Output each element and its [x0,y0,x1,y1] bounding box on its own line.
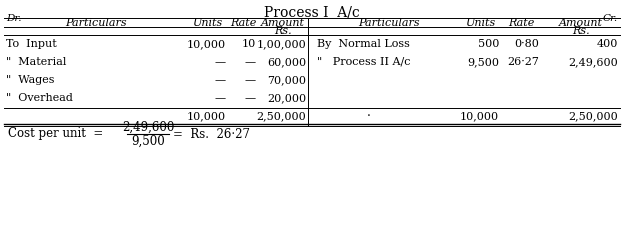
Text: —: — [245,93,256,103]
Text: Rate: Rate [230,18,256,28]
Text: Units: Units [193,18,223,28]
Text: —: — [215,57,226,67]
Text: 9,500: 9,500 [131,135,165,147]
Text: —: — [215,93,226,103]
Text: 0·80: 0·80 [514,39,539,49]
Text: 500: 500 [477,39,499,49]
Text: Rs.: Rs. [274,26,292,36]
Text: 70,000: 70,000 [267,75,306,85]
Text: 1,00,000: 1,00,000 [256,39,306,49]
Text: "  Wages: " Wages [6,75,54,85]
Text: —: — [245,57,256,67]
Text: 2,49,600: 2,49,600 [568,57,618,67]
Text: Amount: Amount [558,18,603,28]
Text: "  Material: " Material [6,57,66,67]
Text: 26·27: 26·27 [507,57,539,67]
Text: —: — [215,75,226,85]
Text: 60,000: 60,000 [267,57,306,67]
Text: =  Rs.  26·27: = Rs. 26·27 [173,128,250,140]
Text: Particulars: Particulars [358,18,419,28]
Text: —: — [245,75,256,85]
Text: Process I  A/c: Process I A/c [264,5,360,19]
Text: 10,000: 10,000 [187,111,226,121]
Text: 400: 400 [597,39,618,49]
Text: 9,500: 9,500 [467,57,499,67]
Text: 20,000: 20,000 [267,93,306,103]
Text: 10,000: 10,000 [460,111,499,121]
Text: 2,50,000: 2,50,000 [568,111,618,121]
Text: Units: Units [466,18,497,28]
Text: Cr.: Cr. [603,14,618,23]
Text: Cost per unit  =: Cost per unit = [8,128,103,140]
Text: 10,000: 10,000 [187,39,226,49]
Text: Rate: Rate [508,18,534,28]
Text: 2,50,000: 2,50,000 [256,111,306,121]
Text: Dr.: Dr. [6,14,21,23]
Text: 10: 10 [241,39,256,49]
Text: To  Input: To Input [6,39,57,49]
Text: Particulars: Particulars [65,18,127,28]
Text: By  Normal Loss: By Normal Loss [317,39,410,49]
Text: Rs.: Rs. [572,26,589,36]
Text: "  Overhead: " Overhead [6,93,73,103]
Text: ·: · [366,110,371,123]
Text: Amount: Amount [261,18,305,28]
Text: "   Process II A/c: " Process II A/c [317,57,411,67]
Text: 2,49,600: 2,49,600 [122,121,174,134]
